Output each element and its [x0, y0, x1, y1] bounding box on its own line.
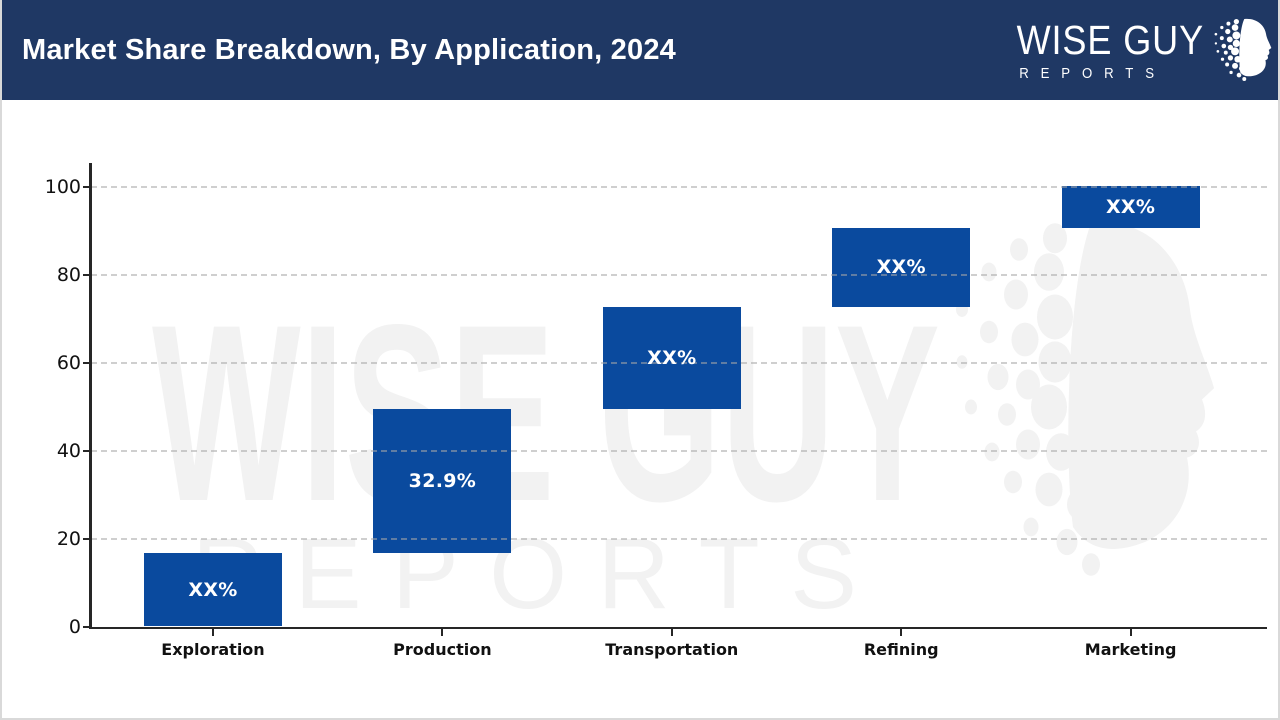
bar-production: [373, 408, 512, 554]
y-tick: [83, 625, 91, 628]
bar-value-label: XX%: [876, 256, 926, 279]
brand-logo: WISE GUY REPORTS: [991, 5, 1272, 95]
y-tick: [83, 273, 91, 276]
bar-value-label: XX%: [1105, 196, 1156, 219]
watermark-reports-text: REPORTS: [192, 518, 857, 630]
brand-subtitle: REPORTS: [1019, 64, 1166, 82]
y-axis-line: [89, 163, 92, 629]
x-tick: [900, 629, 903, 636]
gridline-60: [91, 361, 1267, 364]
y-tick-label: 80: [56, 263, 81, 286]
x-tick: [670, 629, 673, 636]
x-axis-label-exploration: Exploration: [161, 640, 265, 659]
x-tick: [441, 629, 444, 636]
y-tick-label: 20: [56, 527, 81, 550]
bar-marketing: [1061, 186, 1200, 229]
y-tick: [83, 185, 91, 188]
y-tick-label: 60: [56, 351, 81, 374]
bar-value-label: XX%: [647, 346, 697, 369]
x-axis-line: [89, 626, 1267, 629]
bar-transportation: [602, 306, 741, 409]
x-axis-label-production: Production: [393, 640, 492, 659]
y-tick: [83, 361, 91, 364]
y-tick-label: 0: [68, 615, 81, 638]
bar-exploration: [144, 553, 282, 627]
y-tick: [83, 537, 91, 540]
header-bar: Market Share Breakdown, By Application, …: [2, 0, 1278, 100]
x-tick: [1129, 629, 1132, 636]
brand-name: WISE GUY: [1016, 16, 1204, 63]
page-title: Market Share Breakdown, By Application, …: [22, 33, 676, 66]
gridline-80: [91, 273, 1267, 276]
y-tick-label: 40: [56, 439, 81, 462]
x-axis-label-marketing: Marketing: [1084, 640, 1177, 659]
x-tick: [212, 629, 214, 636]
bar-value-label: 32.9%: [408, 470, 477, 493]
watermark-brand-text: WISE GUY: [152, 273, 940, 554]
bar-value-label: XX%: [188, 578, 238, 601]
gridline-100: [91, 185, 1267, 188]
y-tick: [83, 449, 91, 452]
y-tick-label: 100: [44, 175, 81, 198]
x-axis-label-transportation: Transportation: [605, 640, 739, 659]
brand-logo-text: WISE GUY REPORTS: [1016, 16, 1204, 82]
gridline-20: [91, 537, 1267, 540]
gridline-40: [91, 449, 1267, 452]
x-axis-label-refining: Refining: [863, 640, 939, 659]
bar-refining: [832, 228, 971, 307]
